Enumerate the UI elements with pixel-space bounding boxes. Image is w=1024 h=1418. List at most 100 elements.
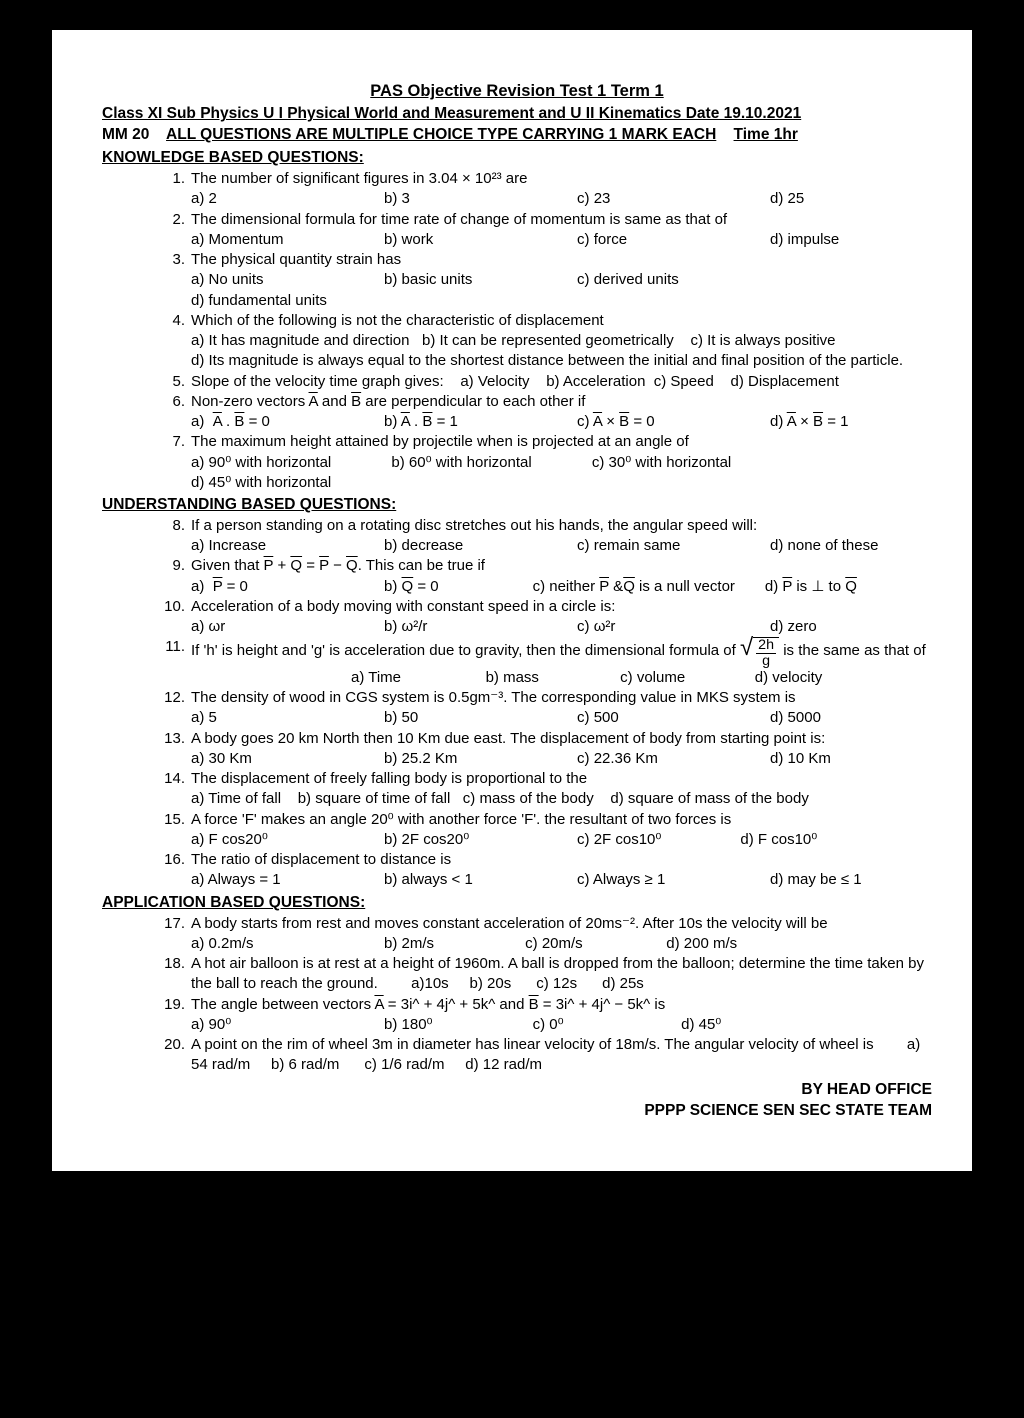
q16-num: 16. [157,850,191,891]
q18-num: 18. [157,954,191,995]
question-2: 2. The dimensional formula for time rate… [157,210,932,251]
q6-opt-d: d) A × B = 1 [770,412,848,432]
q12-text: The density of wood in CGS system is 0.5… [191,688,932,708]
q13-num: 13. [157,729,191,770]
q7-num: 7. [157,432,191,493]
q15-opt-c: c) 2F cos10⁰ [577,830,710,850]
q13-opt-b: b) 25.2 Km [384,749,547,769]
q4-opt-a: a) It has magnitude and direction [191,332,409,349]
q18-opt-b: b) 20s [470,975,512,992]
q10-opt-b: b) ω²/r [384,617,547,637]
q5-opt-d: d) Displacement [730,373,838,390]
q10-opt-c: c) ω²r [577,617,740,637]
footer-line1: BY HEAD OFFICE [102,1080,932,1101]
footer: BY HEAD OFFICE PPPP SCIENCE SEN SEC STAT… [102,1080,932,1122]
question-19: 19. The angle between vectors A = 3i^ + … [157,995,932,1036]
q7-text: The maximum height attained by projectil… [191,432,932,452]
q11-opt-a: a) Time [351,668,456,688]
q10-num: 10. [157,597,191,638]
q3-num: 3. [157,250,191,311]
q9-opt-a: a) P = 0 [191,577,354,597]
q15-opt-b: b) 2F cos20⁰ [384,830,547,850]
q7-opt-d: d) 45⁰ with horizontal [191,473,331,493]
question-6: 6. Non-zero vectors A and B are perpendi… [157,392,932,433]
section-understanding: UNDERSTANDING BASED QUESTIONS: [102,495,932,516]
q7-opt-c: c) 30⁰ with horizontal [592,453,762,473]
q6-opt-c: c) A × B = 0 [577,412,740,432]
q14-num: 14. [157,769,191,810]
q4-num: 4. [157,311,191,372]
q8-text: If a person standing on a rotating disc … [191,516,932,536]
q19-num: 19. [157,995,191,1036]
q3-opt-b: b) basic units [384,270,547,290]
question-list: 1. The number of significant figures in … [102,169,932,493]
q12-opt-d: d) 5000 [770,708,821,728]
q1-opt-b: b) 3 [384,189,547,209]
q12-opt-a: a) 5 [191,708,354,728]
q2-opt-d: d) impulse [770,230,839,250]
q3-text: The physical quantity strain has [191,250,932,270]
q17-opt-d: d) 200 m/s [666,934,737,954]
q3-opt-c: c) derived units [577,270,740,290]
q2-text: The dimensional formula for time rate of… [191,210,932,230]
q20-num: 20. [157,1035,191,1076]
q17-num: 17. [157,914,191,955]
q11-opt-c: c) volume [620,668,725,688]
q4-opt-c: c) It is always positive [690,332,835,349]
question-7: 7. The maximum height attained by projec… [157,432,932,493]
q1-opt-c: c) 23 [577,189,740,209]
q5-text: Slope of the velocity time graph gives: [191,373,444,390]
question-15: 15. A force 'F' makes an angle 20⁰ with … [157,810,932,851]
sqrt-icon: √2hg [740,637,779,668]
question-3: 3. The physical quantity strain has a) N… [157,250,932,311]
q11-opt-b: b) mass [486,668,591,688]
q13-opt-d: d) 10 Km [770,749,831,769]
q10-opt-d: d) zero [770,617,817,637]
q18-opt-a: a)10s [411,975,449,992]
section-knowledge: KNOWLEDGE BASED QUESTIONS: [102,148,932,169]
q20-opt-b: b) 6 rad/m [271,1056,339,1073]
subtitle: Class XI Sub Physics U I Physical World … [102,104,932,125]
q11-text-a: If 'h' is height and 'g' is acceleration… [191,642,740,659]
q7-opt-a: a) 90⁰ with horizontal [191,453,361,473]
q10-text: Acceleration of a body moving with const… [191,597,932,617]
q12-num: 12. [157,688,191,729]
q3-opt-d: d) fundamental units [191,291,327,311]
q13-opt-a: a) 30 Km [191,749,354,769]
q14-opt-b: b) square of time of fall [298,790,451,807]
q19-opt-d: d) 45⁰ [681,1015,721,1035]
question-14: 14. The displacement of freely falling b… [157,769,932,810]
instruction-text: ALL QUESTIONS ARE MULTIPLE CHOICE TYPE C… [166,126,716,143]
q5-opt-c: c) Speed [654,373,714,390]
question-9: 9. Given that P + Q = P − Q. This can be… [157,556,932,597]
q2-opt-a: a) Momentum [191,230,354,250]
question-5: 5. Slope of the velocity time graph give… [157,372,932,392]
q5-opt-a: a) Velocity [460,373,529,390]
question-11: 11. If 'h' is height and 'g' is accelera… [157,637,932,688]
q8-opt-d: d) none of these [770,536,878,556]
section-application: APPLICATION BASED QUESTIONS: [102,893,932,914]
q4-opt-b: b) It can be represented geometrically [422,332,674,349]
time-label: Time 1hr [734,126,798,143]
q14-opt-a: a) Time of fall [191,790,281,807]
q4-text: Which of the following is not the charac… [191,311,932,331]
q5-num: 5. [157,372,191,392]
q8-opt-b: b) decrease [384,536,547,556]
question-list-3: 17. A body starts from rest and moves co… [102,914,932,1076]
q6-text: Non-zero vectors A and B are perpendicul… [191,392,932,412]
q15-opt-d: d) F cos10⁰ [740,830,817,850]
q1-text-b: are [502,170,528,187]
q16-text: The ratio of displacement to distance is [191,850,932,870]
q17-opt-b: b) 2m/s [384,934,495,954]
question-20: 20. A point on the rim of wheel 3m in di… [157,1035,932,1076]
q17-opt-c: c) 20m/s [525,934,636,954]
q15-opt-a: a) F cos20⁰ [191,830,354,850]
q12-opt-b: b) 50 [384,708,547,728]
q9-num: 9. [157,556,191,597]
main-title: PAS Objective Revision Test 1 Term 1 [102,80,932,102]
q11-num: 11. [157,637,191,688]
q18-opt-c: c) 12s [536,975,577,992]
q15-text: A force 'F' makes an angle 20⁰ with anot… [191,810,932,830]
q13-opt-c: c) 22.36 Km [577,749,740,769]
q1-opt-a: a) 2 [191,189,354,209]
